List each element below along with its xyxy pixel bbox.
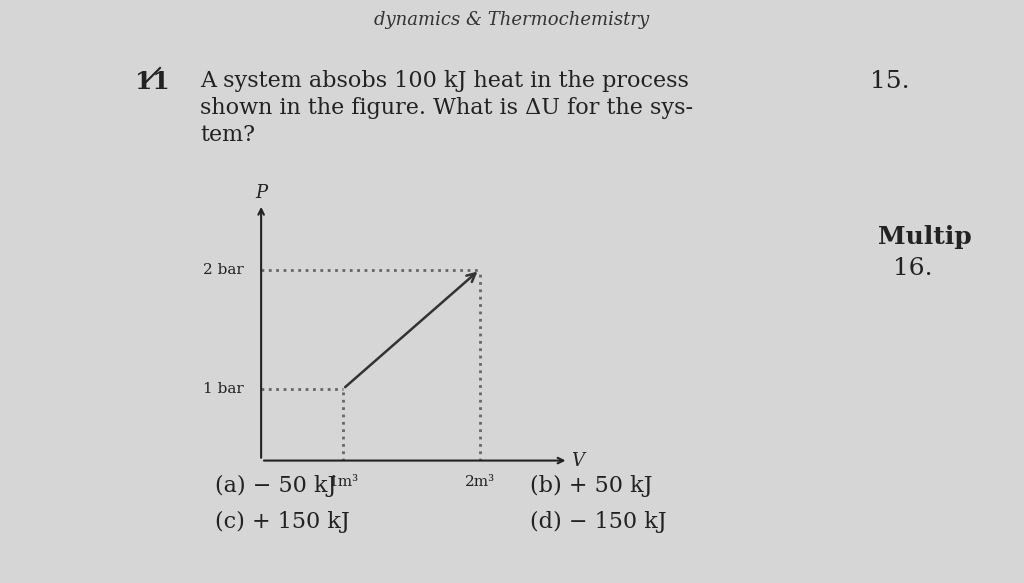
Text: A system absobs 100 kJ heat in the process: A system absobs 100 kJ heat in the proce…: [200, 70, 689, 92]
Text: 2m³: 2m³: [465, 475, 495, 489]
Text: Multip: Multip: [878, 225, 972, 249]
Text: 1m³: 1m³: [328, 475, 358, 489]
Text: (a) − 50 kJ: (a) − 50 kJ: [215, 475, 336, 497]
Text: tem?: tem?: [200, 124, 255, 146]
Text: dynamics & Thermochemistry: dynamics & Thermochemistry: [375, 11, 649, 29]
Text: V: V: [571, 452, 584, 469]
Text: (b) + 50 kJ: (b) + 50 kJ: [530, 475, 652, 497]
Text: 1 bar: 1 bar: [203, 382, 244, 396]
Text: P: P: [255, 184, 267, 202]
Text: 2 bar: 2 bar: [203, 263, 244, 277]
Text: (d) − 150 kJ: (d) − 150 kJ: [530, 511, 667, 533]
Text: 11: 11: [134, 70, 169, 94]
Text: 15.: 15.: [870, 70, 909, 93]
Text: 16.: 16.: [893, 257, 933, 280]
Text: (c) + 150 kJ: (c) + 150 kJ: [215, 511, 350, 533]
Text: shown in the figure. What is ΔU for the sys-: shown in the figure. What is ΔU for the …: [200, 97, 693, 119]
